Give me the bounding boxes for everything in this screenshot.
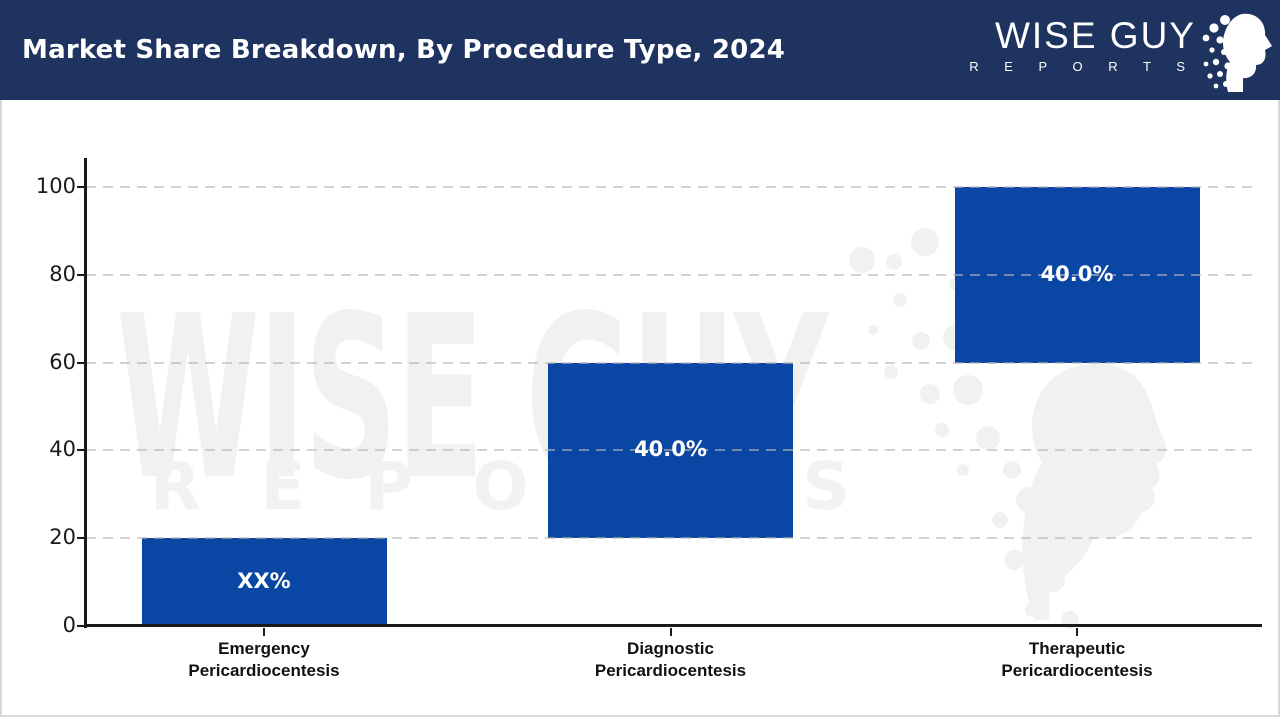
- watermark-letter: E: [260, 448, 306, 525]
- category-label-line: Pericardiocentesis: [188, 661, 340, 680]
- y-tick-mark: [77, 186, 85, 188]
- category-label-line: Emergency: [218, 639, 310, 658]
- bar-value-label: 40.0%: [1040, 261, 1114, 286]
- page-title: Market Share Breakdown, By Procedure Typ…: [22, 35, 786, 65]
- x-tick-mark: [263, 628, 265, 636]
- brand-logo-wordmark: WISE GUY: [994, 15, 1196, 56]
- category-label: Emergency Pericardiocentesis: [104, 638, 424, 682]
- y-tick-label: 0: [62, 613, 76, 637]
- y-tick-label: 80: [49, 261, 76, 286]
- y-tick-mark: [77, 537, 85, 540]
- y-axis-line: [84, 158, 87, 628]
- category-label: Therapeutic Pericardiocentesis: [917, 638, 1237, 682]
- category-label-line: Pericardiocentesis: [1001, 661, 1153, 680]
- brand-logo: WISE GUY R E P O R T S: [969, 14, 1196, 74]
- gridline: [86, 186, 1253, 188]
- y-tick-mark: [77, 449, 85, 452]
- category-label: Diagnostic Pericardiocentesis: [511, 638, 831, 682]
- x-tick-mark: [669, 628, 672, 636]
- bar-value-label: XX%: [237, 569, 291, 594]
- brand-head-icon: [1202, 13, 1272, 93]
- x-axis-line: [84, 624, 1262, 627]
- category-label-line: Diagnostic: [627, 639, 714, 658]
- gridline: [86, 273, 1253, 276]
- x-tick-mark: [1076, 628, 1078, 636]
- header-banner: Market Share Breakdown, By Procedure Typ…: [0, 0, 1280, 100]
- y-tick-mark: [77, 361, 85, 364]
- y-tick-mark: [77, 273, 85, 276]
- gridline: [86, 449, 1253, 452]
- watermark-letter: R: [150, 448, 201, 525]
- watermark-letter: P: [364, 448, 414, 525]
- category-label-line: Pericardiocentesis: [594, 661, 747, 680]
- gridline: [86, 361, 1253, 364]
- category-label-line: Therapeutic: [1028, 639, 1126, 658]
- watermark-letter: S: [802, 448, 850, 525]
- y-tick-label: 20: [49, 525, 76, 550]
- y-tick-label: 60: [49, 349, 76, 374]
- content-frame: [0, 100, 1280, 717]
- watermark-letter: O: [472, 448, 529, 525]
- gridline: [86, 537, 1253, 540]
- watermark-head-dots-icon: [849, 228, 1167, 629]
- y-tick-mark: [77, 625, 85, 627]
- bar-segment: [141, 538, 387, 626]
- bar-value-label: 40.0%: [634, 437, 707, 462]
- y-tick-label: 100: [35, 174, 76, 198]
- brand-logo-subtitle: R E P O R T S: [969, 59, 1196, 74]
- y-tick-label: 40: [49, 437, 76, 462]
